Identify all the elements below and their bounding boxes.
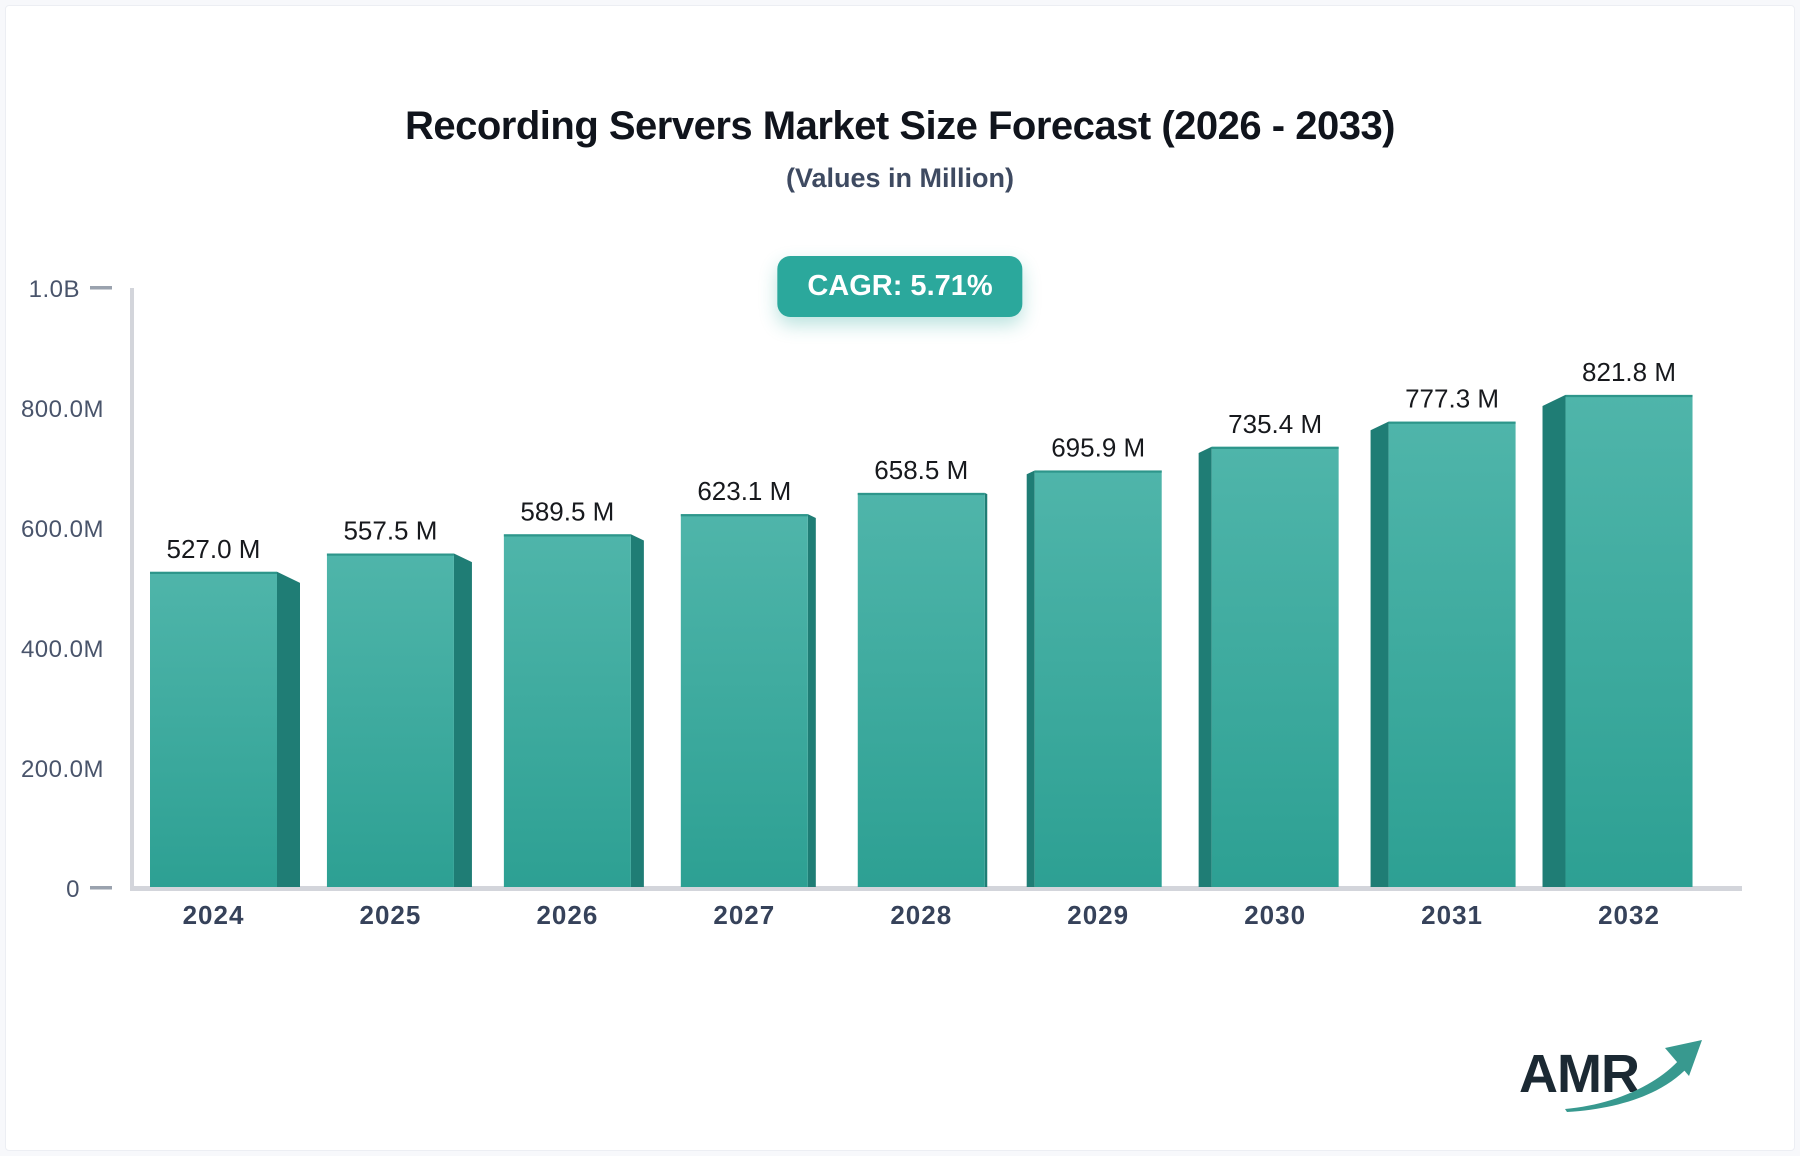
bar-value-label: 527.0 M [167, 534, 261, 564]
bar-top-edge [1565, 394, 1693, 398]
bar-value-label: 589.5 M [520, 496, 614, 526]
y-tick-label: 400.0M [21, 636, 104, 663]
y-tick-label: 800.0M [21, 396, 104, 423]
bar-top-edge [1034, 470, 1162, 473]
bar-2024[interactable]: 527.0 M 2024 [150, 534, 300, 930]
bar-top-edge [680, 514, 808, 517]
bar-2028[interactable]: 658.5 M 2028 [857, 455, 988, 930]
chart-title: Recording Servers Market Size Forecast (… [404, 104, 1396, 148]
bar-side-face [984, 492, 988, 887]
bar-side-face [1026, 470, 1035, 887]
bar-front-face [150, 571, 277, 887]
bar-top-edge [326, 553, 454, 556]
y-tick-label: 1.0B [29, 276, 80, 303]
bar-2025[interactable]: 557.5 M 2025 [326, 516, 472, 931]
bar-value-label: 777.3 M [1405, 384, 1499, 414]
bar-side-face [807, 514, 816, 887]
y-tick-label: 600.0M [21, 516, 104, 543]
bar-top-edge [1211, 446, 1339, 449]
bar-front-face [503, 534, 631, 887]
x-tick-label: 2027 [713, 900, 775, 930]
bar-2029[interactable]: 695.9 M 2029 [1026, 432, 1162, 930]
amr-logo-arrow-swoosh [1565, 1058, 1688, 1112]
chart-subtitle: (Values in Million) [785, 163, 1015, 193]
cagr-badge: CAGR: 5.71% [777, 256, 1023, 317]
x-tick-label: 2030 [1244, 900, 1306, 930]
bar-front-face [1565, 394, 1693, 887]
x-tick-label: 2029 [1067, 900, 1129, 930]
bar-top-edge [857, 492, 985, 496]
bar-front-face [680, 514, 808, 887]
bar-front-face [857, 492, 985, 887]
bar-value-label: 623.1 M [697, 476, 791, 506]
x-tick-label: 2024 [183, 900, 245, 930]
bar-side-face [1198, 446, 1212, 887]
bar-value-label: 695.9 M [1051, 432, 1145, 462]
bar-side-face [453, 553, 472, 887]
bar-side-face [277, 571, 300, 887]
bar-front-face [1211, 446, 1339, 887]
y-axis-line [130, 288, 134, 886]
y-tick-dash [90, 886, 112, 890]
bar-value-label: 821.8 M [1582, 357, 1676, 387]
bar-value-label: 557.5 M [343, 516, 437, 546]
bar-value-label: 735.4 M [1228, 409, 1322, 439]
bar-front-face [1034, 470, 1162, 887]
bar-2027[interactable]: 623.1 M 2027 [680, 476, 816, 930]
x-tick-label: 2031 [1421, 900, 1483, 930]
y-tick-label: 200.0M [21, 756, 104, 783]
x-tick-label: 2032 [1598, 900, 1660, 930]
bar-2032[interactable]: 821.8 M 2032 [1542, 357, 1693, 930]
amr-logo-text: AMR [1519, 1044, 1639, 1104]
x-tick-label: 2025 [360, 900, 422, 930]
bar-top-edge [150, 571, 277, 574]
x-axis-line [130, 886, 1742, 891]
amr-logo-arrow-head [1665, 1040, 1702, 1076]
bar-side-face [1370, 421, 1389, 887]
bar-2031[interactable]: 777.3 M 2031 [1370, 384, 1516, 930]
bar-front-face [1388, 421, 1516, 887]
bar-side-face [1542, 394, 1566, 887]
x-tick-label: 2028 [890, 900, 952, 930]
amr-logo: AMR [1515, 1032, 1725, 1112]
bar-top-edge [503, 534, 631, 537]
bar-2030[interactable]: 735.4 M 2030 [1198, 409, 1339, 930]
y-tick-label: 0 [66, 876, 80, 903]
x-tick-label: 2026 [536, 900, 598, 930]
bar-front-face [326, 553, 454, 887]
bar-top-edge [1388, 421, 1516, 424]
bar-side-face [630, 534, 644, 887]
bar-2026[interactable]: 589.5 M 2026 [503, 496, 644, 930]
bar-value-label: 658.5 M [874, 455, 968, 485]
y-tick-dash [90, 286, 112, 290]
